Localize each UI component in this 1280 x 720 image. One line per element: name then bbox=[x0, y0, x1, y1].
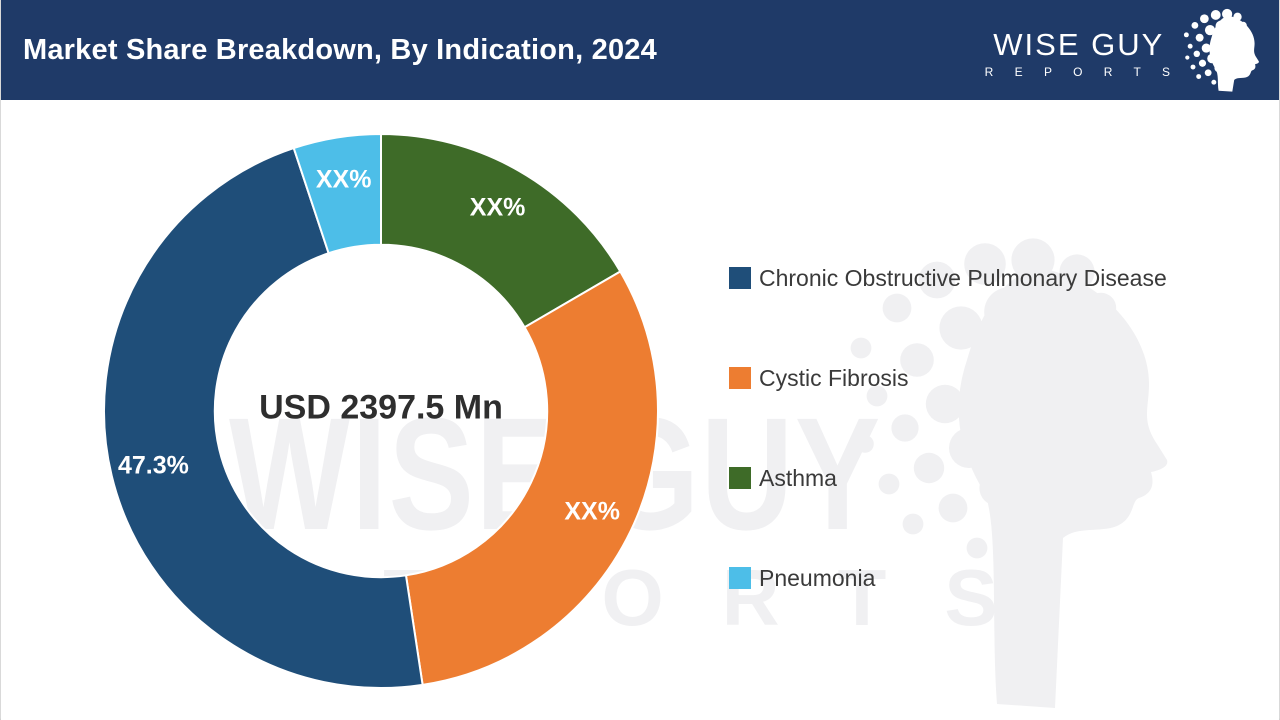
slice-value-label: XX% bbox=[469, 193, 526, 222]
logo-face-icon bbox=[1183, 8, 1259, 92]
legend-item-pneumonia: Pneumonia bbox=[729, 528, 1167, 628]
slice-value-label: XX% bbox=[564, 497, 620, 526]
legend-swatch-cystic-fibrosis bbox=[729, 367, 751, 389]
donut-slice-2 bbox=[103, 146, 424, 689]
donut-slice-3 bbox=[292, 132, 382, 255]
legend-label-cystic-fibrosis: Cystic Fibrosis bbox=[759, 364, 909, 391]
donut-center-value: USD 2397.5 Mn bbox=[259, 388, 503, 427]
page-title: Market Share Breakdown, By Indication, 2… bbox=[23, 34, 657, 66]
legend-label-copd: Chronic Obstructive Pulmonary Disease bbox=[759, 264, 1167, 291]
legend-item-copd: Chronic Obstructive Pulmonary Disease bbox=[729, 228, 1167, 328]
logo-text: WISE GUY R E P O R T S bbox=[979, 27, 1179, 79]
legend-item-asthma: Asthma bbox=[729, 428, 1167, 528]
slice-value-label: 47.3% bbox=[117, 451, 189, 480]
logo-subtitle: R E P O R T S bbox=[984, 65, 1179, 79]
watermark-face-icon bbox=[850, 238, 1168, 708]
chart-canvas: WISE GUY REPORTS USD 2397.5 Mn bbox=[1, 100, 1279, 720]
logo-wordmark: WISE GUY bbox=[993, 27, 1165, 62]
header-bar: Market Share Breakdown, By Indication, 2… bbox=[1, 0, 1279, 100]
wise-guy-logo: WISE GUY R E P O R T S bbox=[979, 4, 1265, 96]
legend-label-asthma: Asthma bbox=[759, 464, 837, 491]
donut-slice-1 bbox=[404, 270, 659, 686]
slice-value-label: XX% bbox=[315, 165, 372, 194]
donut-chart bbox=[103, 132, 659, 689]
legend-swatch-pneumonia bbox=[729, 567, 751, 589]
legend-swatch-copd bbox=[729, 267, 751, 289]
legend-label-pneumonia: Pneumonia bbox=[759, 564, 876, 591]
legend-item-cystic-fibrosis: Cystic Fibrosis bbox=[729, 328, 1167, 428]
legend-swatch-asthma bbox=[729, 467, 751, 489]
chart-legend: Chronic Obstructive Pulmonary Disease Cy… bbox=[729, 228, 1167, 628]
